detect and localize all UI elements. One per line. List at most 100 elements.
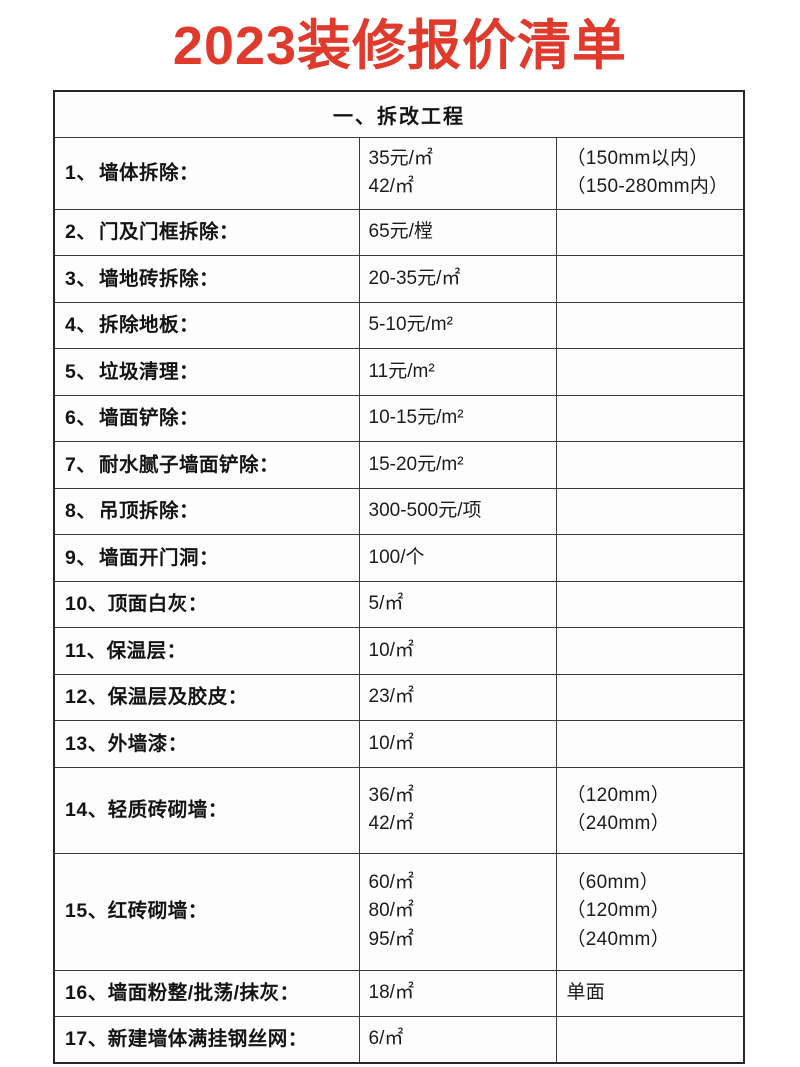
row-item-text: 垃圾清理： — [99, 360, 200, 383]
row-price: 60/㎡ 80/㎡ 95/㎡ — [358, 852, 557, 971]
row-item-label: 7、 耐水腻子墙面铲除： — [53, 441, 360, 489]
price-line: 10/㎡ — [368, 732, 414, 754]
row-item-label: 10、顶面白灰： — [53, 580, 360, 628]
row-price: 10/㎡ — [358, 720, 557, 768]
section-header-cell: 一、拆改工程 — [53, 90, 745, 138]
note-line: 单面 — [566, 982, 606, 1003]
row-note — [555, 487, 745, 535]
price-line: 15-20元/m² — [368, 453, 464, 475]
row-item-label: 8、 吊顶拆除： — [53, 487, 360, 535]
row-price: 10-15元/m² — [358, 394, 557, 442]
price-line: 65元/樘 — [368, 221, 433, 242]
price-line: 36/㎡ — [368, 784, 414, 806]
row-item-label: 16、墙面粉整/批荡/抹灰： — [53, 969, 360, 1017]
page-title: 2023装修报价清单 — [172, 16, 628, 76]
row-index: 4、 — [65, 314, 97, 337]
row-item-text: 墙面铲除： — [99, 407, 200, 430]
row-index: 9、 — [65, 546, 97, 569]
row-index: 15、 — [65, 900, 108, 923]
price-line: 10/㎡ — [368, 639, 414, 661]
price-line: 42/㎡ — [368, 813, 414, 834]
row-item-label: 1、 墙体拆除： — [53, 136, 360, 210]
row-note: （120mm） （240mm） — [555, 766, 745, 854]
row-note — [555, 580, 745, 628]
price-line: 11元/m² — [368, 360, 435, 382]
row-price: 5-10元/m² — [358, 301, 557, 349]
note-line: （60mm） — [566, 871, 660, 893]
row-price: 300-500元/项 — [358, 487, 557, 535]
row-price: 36/㎡ 42/㎡ — [358, 766, 557, 854]
row-index: 6、 — [65, 407, 97, 430]
row-index: 10、 — [65, 593, 108, 616]
row-note: 单面 — [555, 969, 745, 1017]
row-note: （150mm以内） （150-280mm内） — [555, 136, 745, 210]
row-index: 12、 — [65, 686, 108, 709]
note-line: （150-280mm内） — [566, 176, 729, 197]
price-line: 6/㎡ — [368, 1028, 404, 1050]
row-item-text: 保温层： — [106, 639, 187, 662]
row-item-label: 6、 墙面铲除： — [53, 394, 360, 442]
row-item-label: 15、红砖砌墙： — [53, 852, 360, 971]
row-note — [555, 534, 745, 582]
price-line: 10-15元/m² — [368, 407, 464, 428]
table-row: 5、 垃圾清理： 11元/m² — [53, 348, 745, 396]
row-note — [555, 348, 745, 396]
table-row: 17、新建墙体满挂钢丝网： 6/㎡ — [53, 1016, 745, 1064]
table-row: 6、 墙面铲除： 10-15元/m² — [53, 394, 745, 442]
row-item-text: 耐水腻子墙面铲除： — [99, 453, 280, 476]
table-row: 9、 墙面开门洞： 100/个 — [53, 534, 745, 582]
quote-table-body: 一、拆改工程 1、 墙体拆除： 35元/㎡ 42/㎡ （150mm以内） （150-280… — [53, 90, 745, 1064]
price-line: 35元/㎡ — [368, 147, 433, 169]
row-index: 7、 — [65, 453, 97, 476]
row-item-label: 13、外墙漆： — [53, 720, 360, 768]
price-line: 95/㎡ — [368, 928, 414, 950]
row-index: 5、 — [65, 360, 97, 383]
price-line: 60/㎡ — [368, 871, 414, 893]
row-index: 3、 — [65, 267, 97, 290]
row-note — [555, 394, 745, 442]
row-price: 15-20元/m² — [358, 441, 557, 489]
note-line: （240mm） — [566, 928, 670, 950]
row-item-text: 墙体拆除： — [99, 161, 200, 184]
note-line: （240mm） — [566, 813, 670, 834]
row-note — [555, 301, 745, 349]
price-line: 23/㎡ — [368, 686, 414, 707]
row-note — [555, 720, 745, 768]
row-index: 2、 — [65, 221, 97, 244]
quote-table-wrapper: 一、拆改工程 1、 墙体拆除： 35元/㎡ 42/㎡ （150mm以内） （150-280… — [53, 90, 746, 1064]
table-row: 16、墙面粉整/批荡/抹灰： 18/㎡ 单面 — [53, 969, 745, 1017]
price-line: 20-35元/㎡ — [368, 267, 461, 289]
row-index: 1、 — [65, 161, 97, 184]
row-item-text: 外墙漆： — [107, 732, 188, 755]
row-item-text: 墙面粉整/批荡/抹灰： — [107, 982, 300, 1005]
row-item-text: 轻质砖砌墙： — [107, 798, 228, 821]
row-item-label: 4、 拆除地板： — [53, 301, 360, 349]
table-row: 11、保温层： 10/㎡ — [53, 627, 745, 675]
row-note — [555, 673, 745, 721]
row-item-text: 新建墙体满挂钢丝网： — [107, 1028, 308, 1051]
row-item-label: 2、 门及门框拆除： — [53, 208, 360, 256]
row-item-text: 拆除地板： — [99, 314, 200, 337]
section-header-row: 一、拆改工程 — [53, 90, 745, 138]
row-note — [555, 1016, 745, 1064]
price-line: 100/个 — [368, 546, 425, 568]
row-price: 100/个 — [358, 534, 557, 582]
row-item-label: 9、 墙面开门洞： — [53, 534, 360, 582]
table-row: 4、 拆除地板： 5-10元/m² — [53, 301, 745, 349]
row-item-text: 吊顶拆除： — [99, 500, 200, 523]
title-bar: 2023装修报价清单 — [0, 0, 800, 88]
row-price: 20-35元/㎡ — [358, 255, 557, 303]
table-row: 2、 门及门框拆除： 65元/樘 — [53, 208, 745, 256]
note-line: （120mm） — [566, 900, 670, 922]
row-item-label: 11、保温层： — [53, 627, 360, 675]
row-item-label: 14、轻质砖砌墙： — [53, 766, 360, 854]
row-item-label: 12、保温层及胶皮： — [53, 673, 360, 721]
row-index: 14、 — [65, 798, 108, 821]
row-index: 13、 — [65, 732, 108, 755]
row-item-text: 顶面白灰： — [107, 593, 208, 616]
table-row: 15、红砖砌墙： 60/㎡ 80/㎡ 95/㎡ （60mm） （120mm） （240mm） — [53, 852, 745, 971]
row-price: 18/㎡ — [358, 969, 557, 1017]
price-line: 80/㎡ — [368, 900, 414, 922]
table-row: 14、轻质砖砌墙： 36/㎡ 42/㎡ （120mm） （240mm） — [53, 766, 745, 854]
